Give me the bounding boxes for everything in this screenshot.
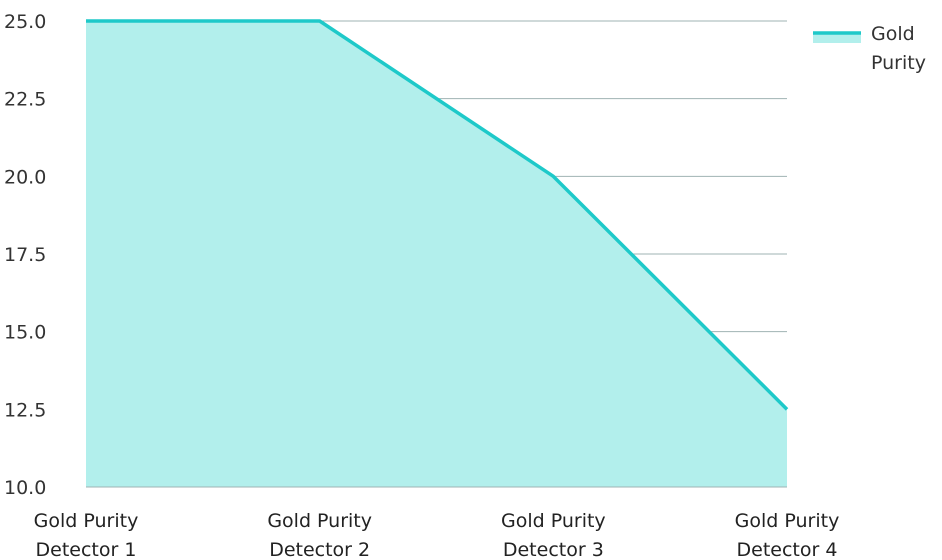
y-tick-label: 25.0	[4, 11, 46, 33]
y-tick-label: 12.5	[4, 399, 46, 421]
y-tick-label: 20.0	[4, 166, 46, 188]
x-tick-label: Gold Purity Detector 2	[267, 510, 372, 560]
y-tick-label: 22.5	[4, 89, 46, 111]
y-tick-label: 15.0	[4, 322, 46, 344]
series-line	[86, 19, 789, 411]
y-tick-label: 17.5	[4, 244, 46, 266]
area-fill	[86, 21, 787, 487]
legend-swatch-fill	[813, 33, 861, 43]
legend-label: Gold Purity	[871, 23, 926, 74]
y-axis-tick-labels: 10.0 12.5 15.0 17.5 20.0 22.5 25.0	[4, 11, 46, 499]
y-tick-label: 10.0	[4, 477, 46, 499]
x-axis-tick-labels: Gold Purity Detector 1 Gold Purity Detector…	[34, 510, 840, 560]
x-tick-label: Gold Purity Detector 3	[501, 510, 606, 560]
area-layer	[85, 19, 789, 488]
x-tick-label: Gold Purity Detector 4	[735, 510, 840, 560]
legend: Gold Purity	[813, 23, 926, 74]
x-tick-label: Gold Purity Detector 1	[34, 510, 139, 560]
